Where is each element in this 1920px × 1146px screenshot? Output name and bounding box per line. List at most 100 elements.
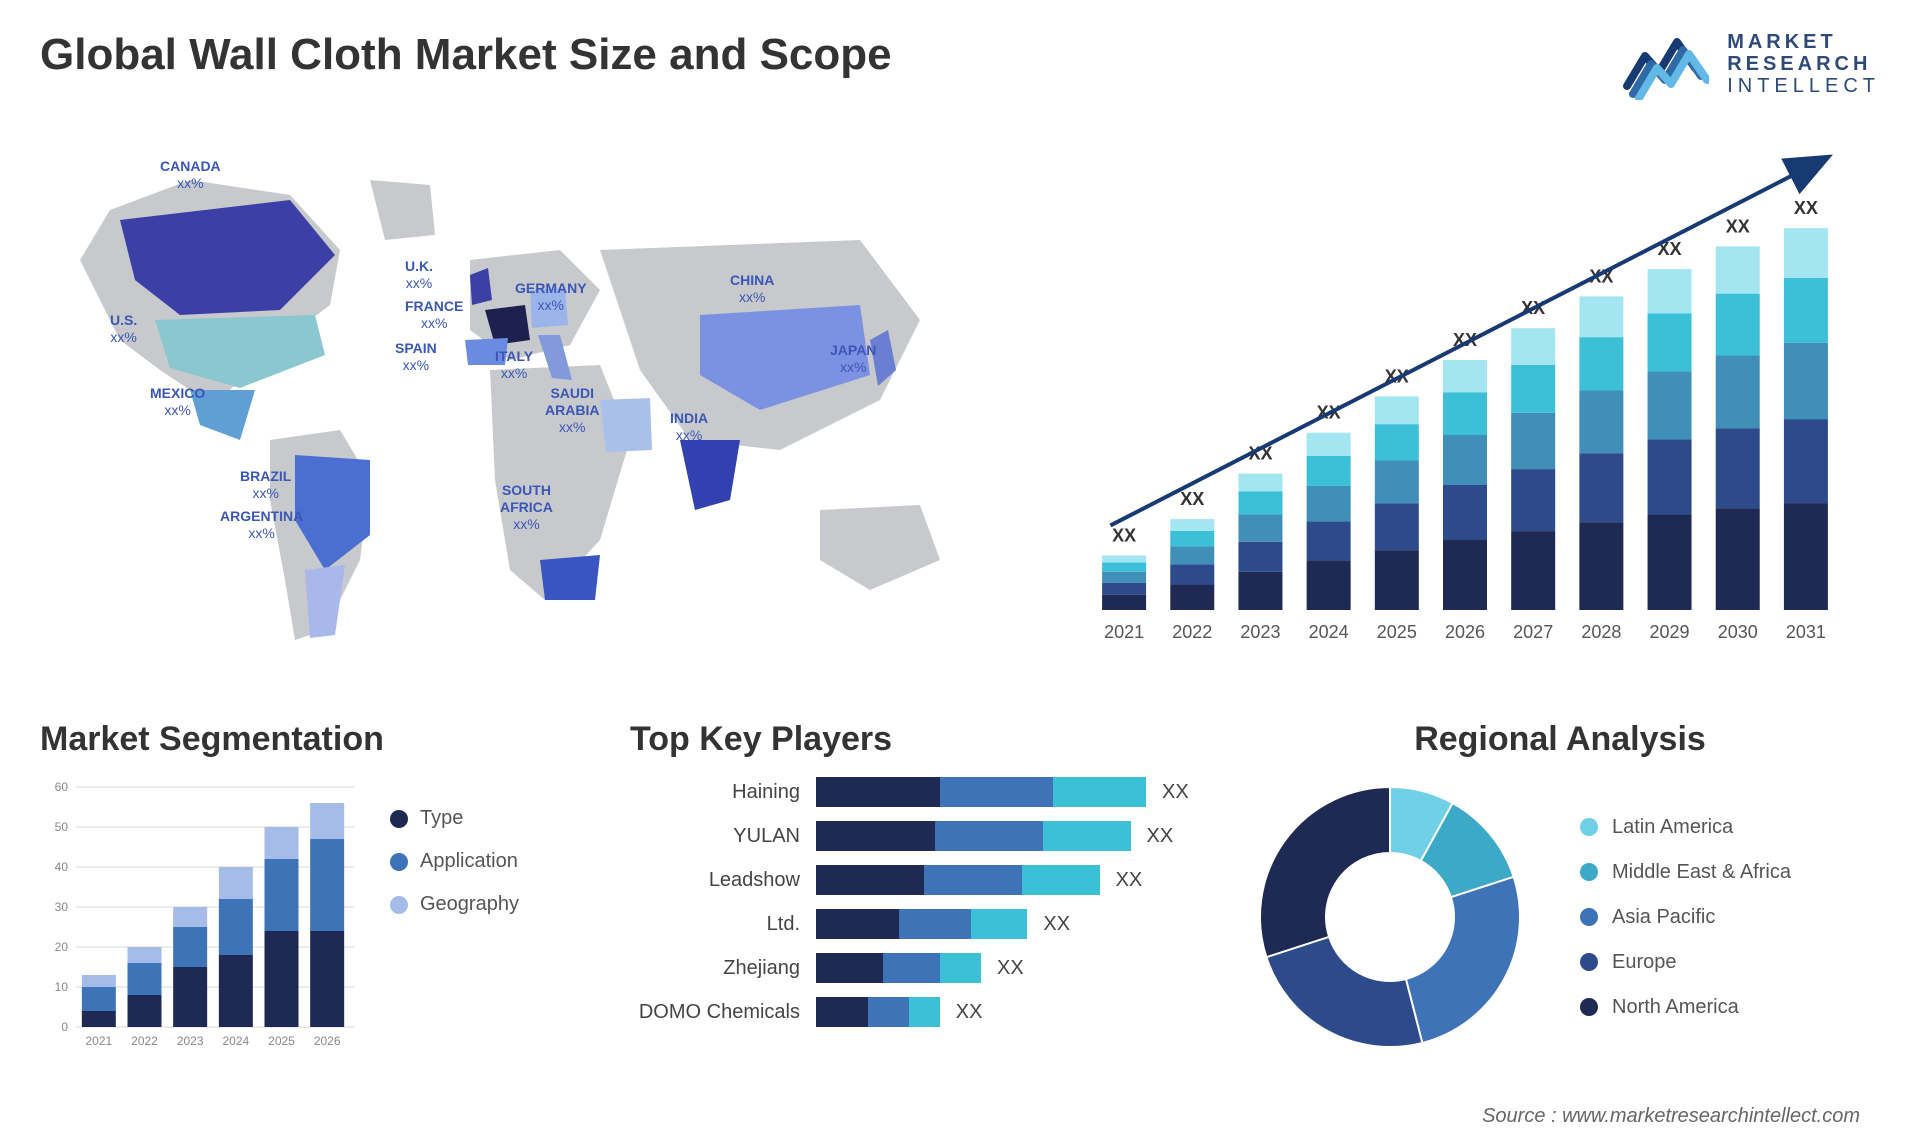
legend-label: Europe [1612, 951, 1677, 974]
key-player-segment [971, 909, 1028, 939]
big-bar-segment [1102, 595, 1146, 610]
big-bar-year: 2025 [1377, 622, 1417, 642]
map-label: SPAINxx% [395, 340, 437, 374]
regional-panel: Regional Analysis Latin AmericaMiddle Ea… [1240, 720, 1880, 1080]
big-bar-segment [1716, 294, 1760, 356]
map-label: ITALYxx% [495, 348, 533, 382]
big-bar-segment [1238, 572, 1282, 610]
map-country [680, 440, 740, 510]
big-bar-segment [1170, 531, 1214, 546]
legend-swatch [1580, 953, 1598, 971]
big-bar-segment [1238, 515, 1282, 542]
legend-swatch [1580, 908, 1598, 926]
key-player-value: XX [1043, 913, 1070, 936]
seg-ytick: 60 [55, 780, 69, 794]
big-bar-segment [1579, 337, 1623, 390]
map-label: U.S.xx% [110, 312, 137, 346]
big-bar-segment [1579, 296, 1623, 337]
big-bar-segment [1784, 343, 1828, 419]
seg-xtick: 2023 [177, 1034, 204, 1048]
brand-line-2: RESEARCH [1727, 53, 1880, 75]
bottom-row: Market Segmentation 01020304050602021202… [40, 720, 1880, 1080]
segmentation-panel: Market Segmentation 01020304050602021202… [40, 720, 600, 1080]
big-bar-segment [1375, 460, 1419, 503]
donut-legend-item: North America [1580, 996, 1791, 1019]
big-bar-segment [1648, 313, 1692, 371]
key-player-bar [816, 909, 1027, 939]
segmentation-title: Market Segmentation [40, 720, 600, 759]
big-bar-segment [1511, 328, 1555, 365]
big-bar-segment [1238, 474, 1282, 492]
key-player-segment [940, 953, 981, 983]
key-player-name: Leadshow [630, 869, 800, 892]
seg-bar-segment [310, 931, 344, 1027]
donut-legend-item: Middle East & Africa [1580, 861, 1791, 884]
key-player-segment [935, 821, 1043, 851]
key-player-row: Ltd.XX [630, 909, 1210, 939]
big-bar-segment [1784, 419, 1828, 503]
key-player-bar [816, 821, 1131, 851]
big-bar-segment [1375, 503, 1419, 550]
big-bar-segment [1238, 491, 1282, 514]
big-bar-year: 2022 [1172, 622, 1212, 642]
map-label: SAUDIARABIAxx% [545, 385, 599, 435]
donut-legend-item: Asia Pacific [1580, 906, 1791, 929]
donut-slice [1406, 877, 1520, 1043]
key-player-segment [940, 777, 1053, 807]
key-player-name: DOMO Chemicals [630, 1001, 800, 1024]
big-bar-year: 2027 [1513, 622, 1553, 642]
big-bar-segment [1648, 440, 1692, 515]
seg-bar-segment [219, 955, 253, 1027]
key-player-row: DOMO ChemicalsXX [630, 997, 1210, 1027]
big-bar-year: 2031 [1786, 622, 1826, 642]
big-bar-segment [1716, 508, 1760, 610]
map-label: ARGENTINAxx% [220, 508, 303, 542]
key-player-bar [816, 865, 1100, 895]
big-bar-segment [1511, 531, 1555, 610]
legend-label: Middle East & Africa [1612, 861, 1791, 884]
key-player-segment [1053, 777, 1146, 807]
map-country [305, 565, 345, 638]
big-bar-segment [1648, 371, 1692, 439]
key-player-segment [816, 821, 935, 851]
key-player-segment [816, 865, 924, 895]
market-size-chart: XX2021XX2022XX2023XX2024XX2025XX2026XX20… [1040, 130, 1880, 690]
seg-ytick: 0 [61, 1020, 68, 1034]
key-player-segment [816, 997, 868, 1027]
big-bar-segment [1784, 278, 1828, 343]
big-bar-segment [1238, 542, 1282, 572]
seg-bar-segment [265, 827, 299, 859]
seg-bar-segment [310, 803, 344, 839]
seg-bar-segment [265, 931, 299, 1027]
map-label: BRAZILxx% [240, 468, 291, 502]
map-label: U.K.xx% [405, 258, 433, 292]
big-bar-segment [1443, 360, 1487, 393]
map-label: JAPANxx% [830, 342, 876, 376]
seg-xtick: 2024 [222, 1034, 249, 1048]
key-player-name: Zhejiang [630, 957, 800, 980]
key-player-row: HainingXX [630, 777, 1210, 807]
map-country [600, 398, 652, 452]
legend-swatch [390, 853, 408, 871]
regional-legend: Latin America Middle East & Africa Asia Pa… [1580, 816, 1791, 1019]
big-bar-segment [1784, 228, 1828, 278]
big-bar-segment [1443, 540, 1487, 610]
map-label: INDIAxx% [670, 410, 708, 444]
seg-legend-item: Geography [390, 893, 519, 916]
big-bar-value: XX [1726, 216, 1750, 236]
map-label: FRANCExx% [405, 298, 463, 332]
brand-logo-icon [1623, 28, 1709, 100]
seg-ytick: 40 [55, 860, 69, 874]
seg-bar-segment [219, 867, 253, 899]
key-player-name: YULAN [630, 825, 800, 848]
big-bar-value: XX [1112, 525, 1136, 545]
key-player-bar [816, 777, 1146, 807]
key-player-segment [899, 909, 971, 939]
seg-ytick: 30 [55, 900, 69, 914]
donut-legend-item: Latin America [1580, 816, 1791, 839]
key-player-bar [816, 953, 981, 983]
brand-line-1: MARKET [1727, 31, 1880, 53]
seg-bar-segment [219, 899, 253, 955]
legend-label: Application [420, 850, 518, 873]
big-bar-segment [1648, 269, 1692, 313]
